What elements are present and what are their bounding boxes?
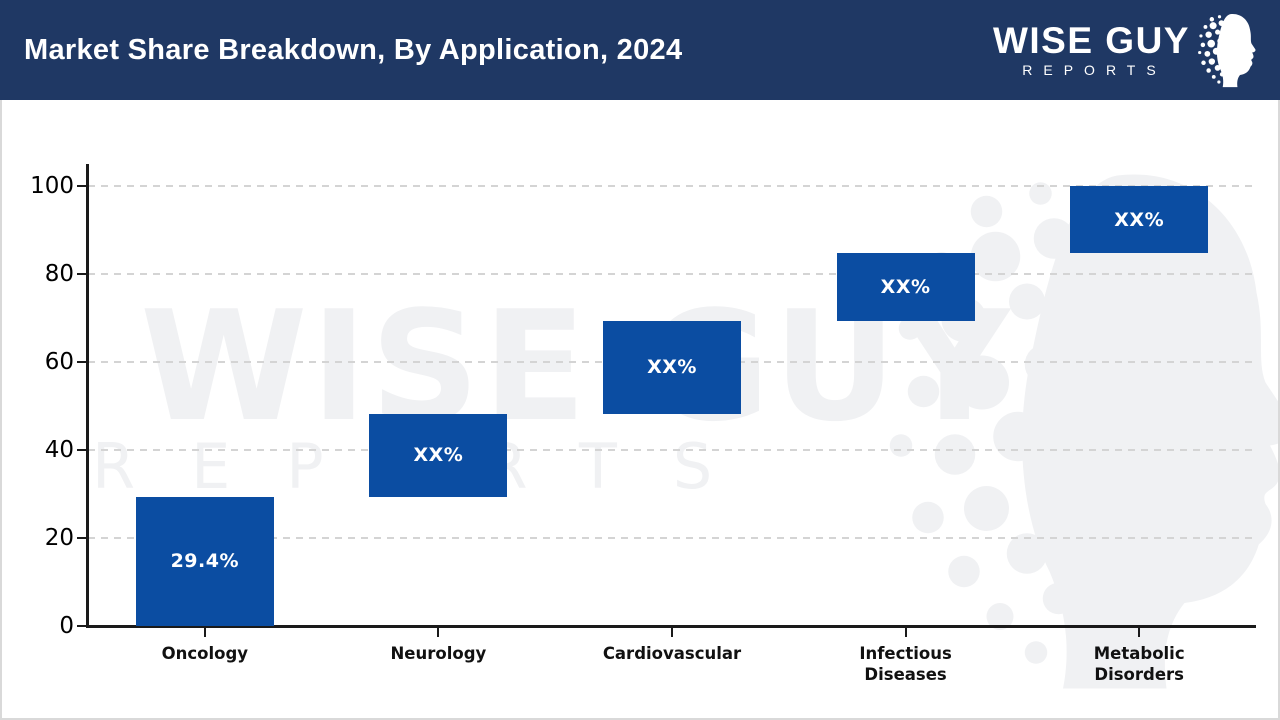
logo-subtext: REPORTS — [1022, 62, 1167, 78]
logo-wordmark-block: WISE GUY REPORTS — [992, 20, 1190, 79]
logo-wordmark: WISE GUY — [992, 20, 1190, 61]
wiseguy-head-watermark-icon — [889, 174, 1278, 689]
header-bar: Market Share Breakdown, By Application, … — [0, 0, 1280, 100]
wiseguy-logo: WISE GUY REPORTS — [993, 9, 1256, 91]
page-title: Market Share Breakdown, By Application, … — [24, 33, 683, 66]
chart-area: WISE GUY REPORTS — [0, 100, 1280, 720]
watermark-subtext: REPORTS — [92, 430, 769, 503]
wiseguy-head-logo-icon — [1198, 14, 1256, 88]
